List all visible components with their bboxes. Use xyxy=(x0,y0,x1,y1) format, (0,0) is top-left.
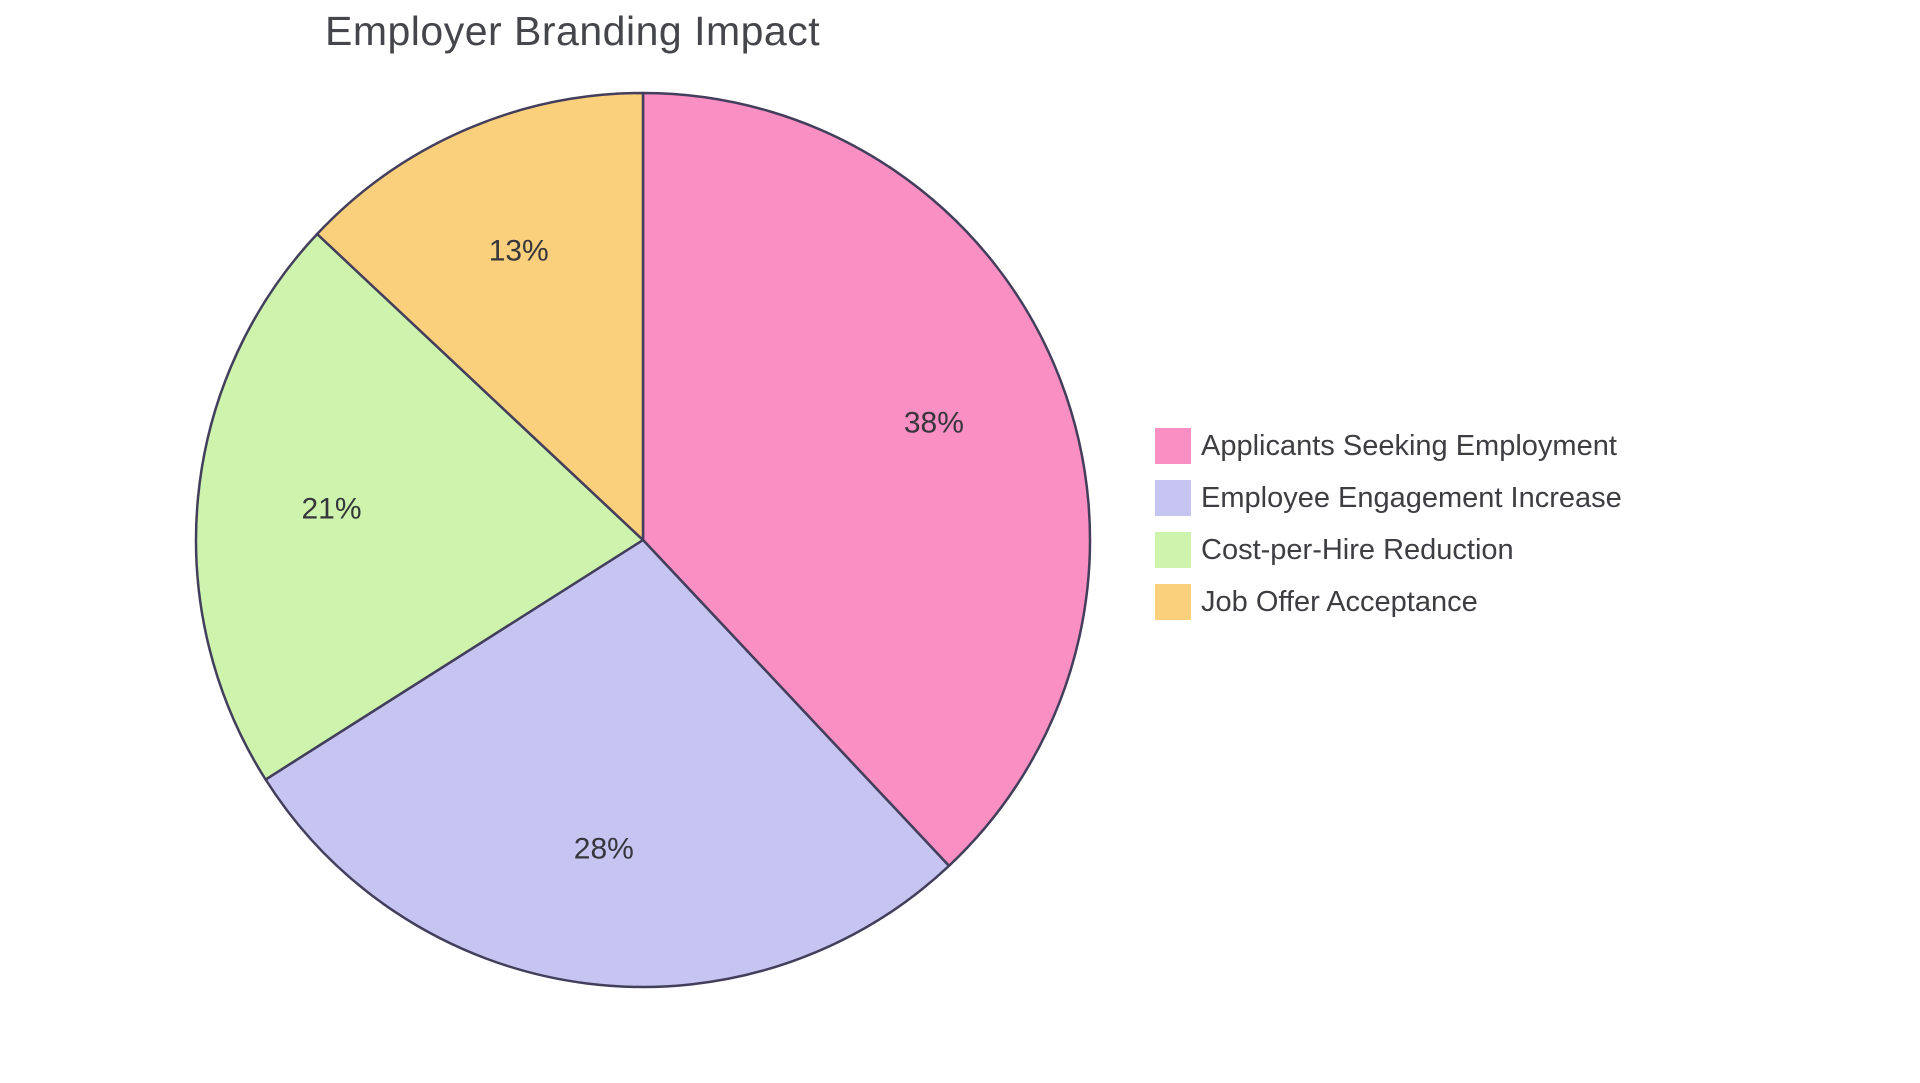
legend-label: Employee Engagement Increase xyxy=(1201,481,1622,514)
slice-percent-label: 38% xyxy=(904,407,964,440)
legend-item: Employee Engagement Increase xyxy=(1155,480,1622,516)
legend-swatch xyxy=(1155,584,1191,620)
legend-swatch xyxy=(1155,480,1191,516)
legend-swatch xyxy=(1155,532,1191,568)
pie-slice xyxy=(641,91,1092,868)
pie-chart: 38% 28% 21% 13% xyxy=(194,91,1092,989)
legend-swatch xyxy=(1155,428,1191,464)
legend-label: Applicants Seeking Employment xyxy=(1201,429,1617,462)
legend-item: Applicants Seeking Employment xyxy=(1155,428,1622,464)
legend-label: Cost-per-Hire Reduction xyxy=(1201,533,1514,566)
pie-slice xyxy=(315,91,645,542)
slice-percent-label: 13% xyxy=(489,235,549,268)
pie-slice xyxy=(264,538,951,989)
legend-label: Job Offer Acceptance xyxy=(1201,585,1478,618)
legend-item: Job Offer Acceptance xyxy=(1155,584,1622,620)
slice-percent-label: 21% xyxy=(301,493,361,526)
slice-percent-label: 28% xyxy=(574,832,634,865)
legend-item: Cost-per-Hire Reduction xyxy=(1155,532,1622,568)
legend: Applicants Seeking Employment Employee En… xyxy=(1155,428,1622,620)
chart-title: Employer Branding Impact xyxy=(325,8,821,54)
pie-slice xyxy=(194,232,645,781)
